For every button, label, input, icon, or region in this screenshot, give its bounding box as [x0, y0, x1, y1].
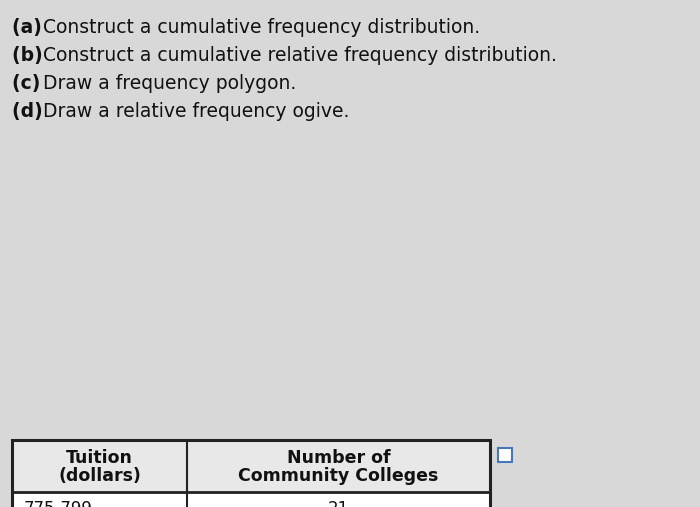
Text: (d): (d) [12, 102, 49, 121]
Text: Construct a cumulative frequency distribution.: Construct a cumulative frequency distrib… [43, 18, 480, 37]
Bar [498, 448, 512, 462]
Text: (c): (c) [12, 74, 47, 93]
Bar [12, 440, 490, 492]
Bar [12, 440, 490, 507]
Text: 21: 21 [328, 500, 349, 507]
Text: Tuition: Tuition [66, 449, 133, 467]
Text: Draw a frequency polygon.: Draw a frequency polygon. [43, 74, 297, 93]
Text: Draw a relative frequency ogive.: Draw a relative frequency ogive. [43, 102, 349, 121]
Text: Number of: Number of [287, 449, 391, 467]
Text: (a): (a) [12, 18, 48, 37]
Text: Construct a cumulative relative frequency distribution.: Construct a cumulative relative frequenc… [43, 46, 557, 65]
Text: Community Colleges: Community Colleges [238, 467, 439, 485]
Bar [12, 440, 490, 507]
Text: (dollars): (dollars) [58, 467, 141, 485]
Text: (b): (b) [12, 46, 49, 65]
Text: 775-799: 775-799 [24, 500, 93, 507]
